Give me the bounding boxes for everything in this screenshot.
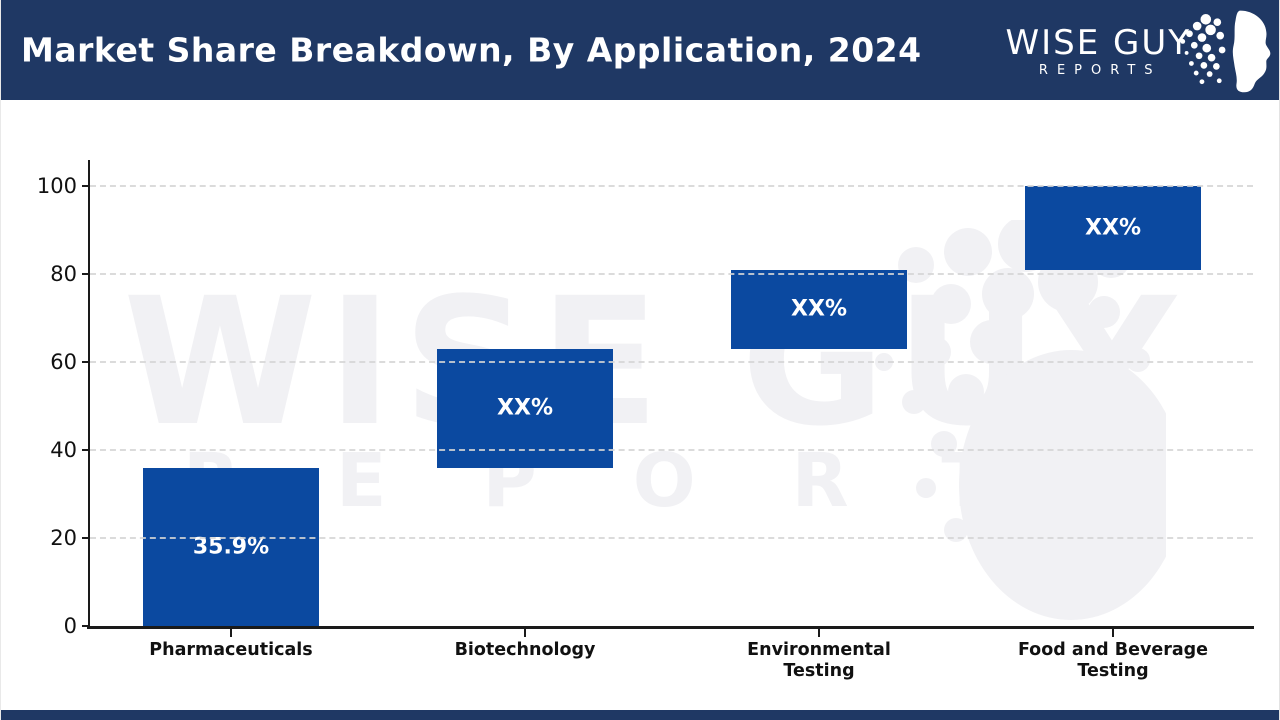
bar-value-label: XX%	[497, 395, 553, 421]
y-tick-label-60: 60	[50, 350, 77, 374]
wise-guy-reports-logo: WISE GUY REPORTS	[1005, 8, 1273, 94]
footer-bar	[1, 710, 1279, 720]
x-axis-label-line: Biotechnology	[454, 640, 596, 660]
logo-subtext: REPORTS	[1038, 62, 1162, 78]
gridline-100	[90, 185, 1253, 187]
x-axis-label-line: Food and Beverage	[1017, 640, 1209, 660]
header-bar: Market Share Breakdown, By Application, …	[1, 0, 1279, 100]
y-axis-spine	[88, 160, 90, 629]
y-tick-mark-40	[82, 449, 89, 451]
x-axis-label-biotechnology: Biotechnology	[378, 640, 672, 661]
x-axis-label-line: Pharmaceuticals	[149, 640, 313, 660]
chart-title: Market Share Breakdown, By Application, …	[21, 30, 922, 70]
gridline-60	[90, 361, 1253, 363]
bar-pharmaceuticals: 35.9%	[143, 468, 319, 626]
x-axis-label-food-and-beverage-testing: Food and Beverage Testing	[966, 640, 1260, 682]
y-tick-mark-20	[82, 537, 89, 539]
x-tick-mark-pharmaceuticals	[230, 629, 232, 637]
bar-biotechnology: XX%	[437, 348, 613, 469]
plot-area: WISE GUY REPORTS 0 20 40 60 80 100 35.9% XX% XX…	[1, 100, 1279, 710]
x-axis-label-line: Testing	[1077, 661, 1149, 681]
y-tick-mark-100	[82, 185, 89, 187]
bar-food-and-beverage-testing: XX%	[1025, 186, 1201, 271]
gridline-20	[90, 537, 1253, 539]
x-tick-mark-biotechnology	[524, 629, 526, 637]
x-tick-mark-food-and-beverage-testing	[1112, 629, 1114, 637]
y-tick-label-40: 40	[50, 438, 77, 462]
logo-face-icon	[1180, 10, 1271, 93]
y-tick-mark-60	[82, 361, 89, 363]
y-tick-label-0: 0	[63, 614, 77, 638]
x-axis-label-pharmaceuticals: Pharmaceuticals	[84, 640, 378, 661]
x-axis-label-environmental-testing: Environmental Testing	[672, 640, 966, 682]
y-tick-label-100: 100	[36, 174, 77, 198]
y-tick-mark-0	[82, 625, 89, 627]
bar-value-label: XX%	[1085, 215, 1141, 241]
y-tick-mark-80	[82, 273, 89, 275]
logo-text: WISE GUY REPORTS	[1005, 25, 1191, 78]
x-axis-label-line: Testing	[783, 661, 855, 681]
bar-value-label: XX%	[791, 296, 847, 322]
y-tick-label-20: 20	[50, 526, 77, 550]
bar-environmental-testing: XX%	[731, 270, 907, 349]
gridline-40	[90, 449, 1253, 451]
logo-wordmark: WISE GUY	[1005, 22, 1191, 63]
gridline-80	[90, 273, 1253, 275]
x-tick-mark-environmental-testing	[818, 629, 820, 637]
x-axis-label-line: Environmental	[747, 640, 891, 660]
x-axis-spine	[87, 626, 1254, 629]
y-tick-label-80: 80	[50, 262, 77, 286]
